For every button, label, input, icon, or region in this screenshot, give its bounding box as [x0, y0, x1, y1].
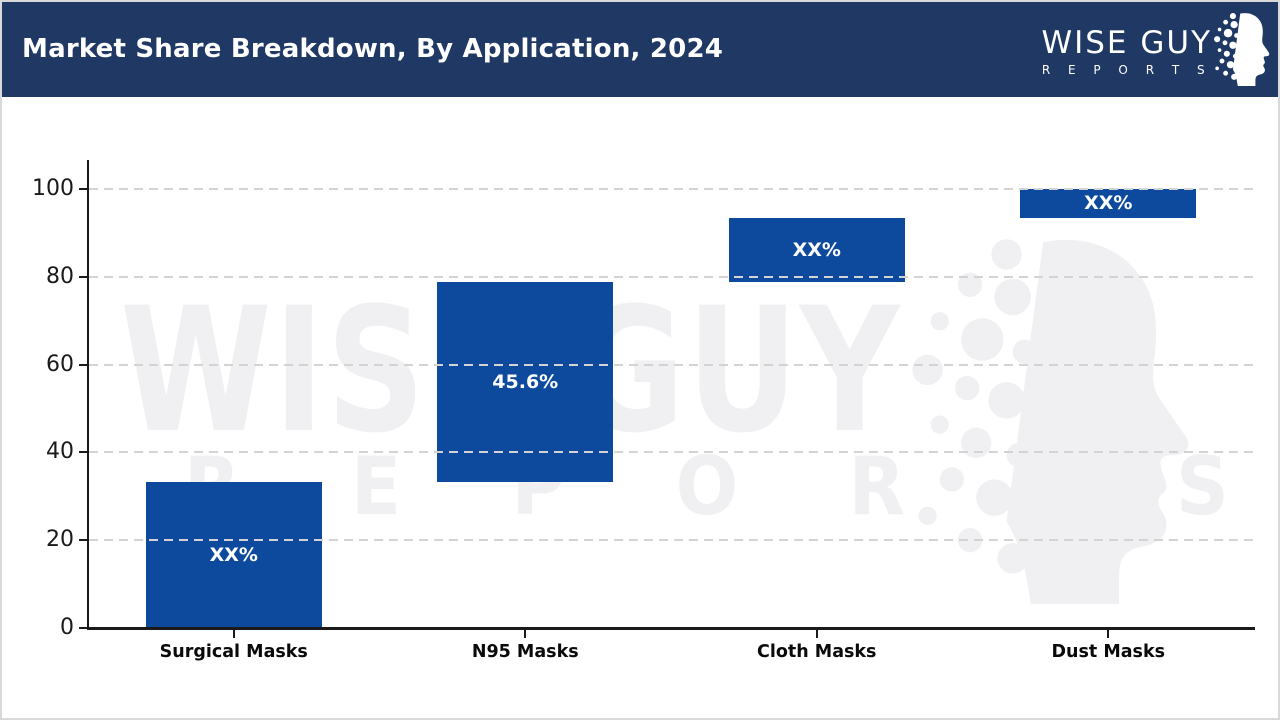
gridline-40	[89, 451, 1255, 454]
y-tick-20	[79, 539, 87, 542]
y-tick-40	[79, 451, 87, 454]
category-label-n95-masks: N95 Masks	[471, 642, 579, 662]
bar-cloth-masks	[728, 217, 905, 282]
bar-value-label-n95-masks: 45.6%	[492, 370, 559, 393]
bar-value-label-surgical-masks: XX%	[209, 543, 258, 566]
y-tick-100	[79, 188, 87, 190]
gridline-80	[89, 275, 1255, 278]
logo-text: WISE GUY R E P O R T S	[1041, 25, 1212, 78]
y-tick-label-80: 80	[46, 263, 74, 289]
x-axis-line	[87, 627, 1255, 630]
x-tick-dust-masks	[1107, 630, 1110, 638]
chart-title: Market Share Breakdown, By Application, …	[22, 34, 724, 64]
x-tick-n95-masks	[524, 630, 527, 638]
bar-dust-masks	[1020, 189, 1197, 218]
gridline-20	[89, 539, 1255, 542]
bar-value-label-cloth-masks: XX%	[792, 238, 841, 261]
gridline-60	[89, 363, 1255, 366]
x-tick-cloth-masks	[815, 630, 818, 638]
wise-guy-reports-logo: WISE GUY R E P O R T S	[1041, 10, 1270, 86]
y-tick-label-0: 0	[60, 615, 74, 640]
header-band: Market Share Breakdown, By Application, …	[2, 2, 1278, 97]
logo-face-icon	[1214, 13, 1270, 86]
y-tick-label-60: 60	[46, 351, 74, 377]
y-tick-0	[79, 627, 87, 629]
y-tick-label-40: 40	[46, 439, 74, 465]
bar-surgical-masks	[145, 481, 322, 628]
logo-wordmark: WISE GUY	[1041, 25, 1212, 61]
x-tick-surgical-masks	[232, 630, 235, 638]
gridline-100	[89, 188, 1255, 190]
category-label-surgical-masks: Surgical Masks	[159, 642, 308, 662]
y-tick-60	[79, 363, 87, 366]
bar-n95-masks	[437, 281, 614, 482]
logo-reports-text: R E P O R T S	[1041, 63, 1212, 77]
y-tick-label-20: 20	[46, 527, 74, 553]
y-tick-80	[79, 275, 87, 278]
category-label-cloth-masks: Cloth Masks	[757, 642, 877, 662]
category-label-dust-masks: Dust Masks	[1051, 642, 1166, 662]
bar-value-label-dust-masks: XX%	[1084, 192, 1133, 215]
y-tick-label-100: 100	[32, 176, 74, 201]
y-axis-line	[87, 160, 89, 630]
